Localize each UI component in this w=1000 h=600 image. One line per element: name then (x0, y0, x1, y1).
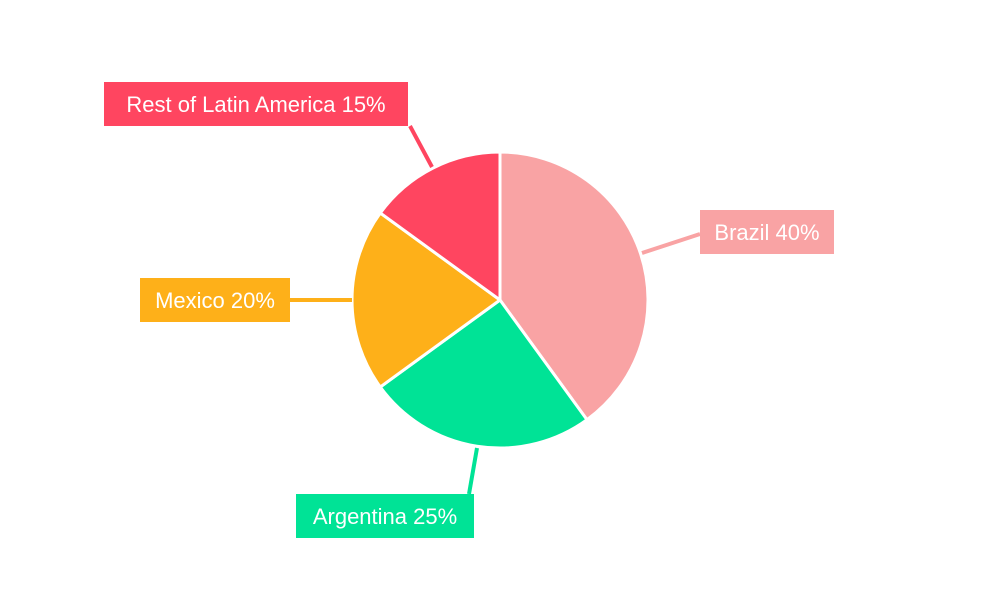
pie-slice-argentina[interactable] (378, 298, 589, 450)
slice-label: Brazil 40% (714, 220, 819, 245)
slice-label: Argentina 25% (313, 504, 457, 529)
leader-line (408, 125, 434, 168)
slice-label-box (104, 82, 408, 126)
pie-slice-mexico[interactable] (350, 211, 502, 389)
slice-label-box (296, 494, 474, 538)
slice-label-box (700, 210, 834, 254)
pie-labels: Brazil 40% Argentina 25% Mexico 20% Rest of… (104, 82, 834, 538)
pie-slice-rest-of-latin-america[interactable] (378, 150, 502, 302)
slice-label-box (140, 278, 290, 322)
leader-line (641, 232, 701, 255)
pie-slices (350, 150, 650, 450)
pie-slice-brazil[interactable] (498, 150, 650, 422)
leader-line (467, 447, 479, 495)
slice-label: Rest of Latin America 15% (126, 92, 385, 117)
slice-label: Mexico 20% (155, 288, 275, 313)
